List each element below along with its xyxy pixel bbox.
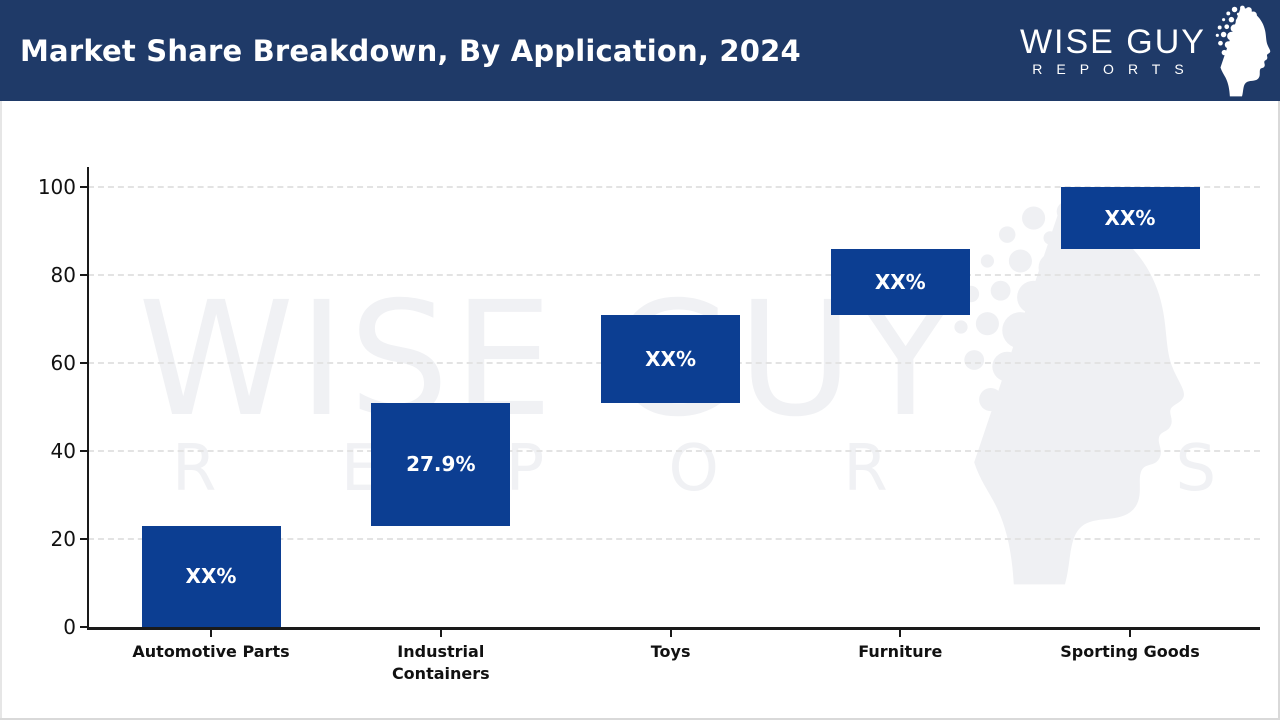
x-tick-label-sporting-goods: Sporting Goods xyxy=(1060,642,1200,661)
bar-sporting-goods: XX% xyxy=(1060,187,1200,250)
header: Market Share Breakdown, By Application, … xyxy=(0,0,1280,101)
x-tick-mark xyxy=(1129,630,1131,637)
x-tick-label-automotive-parts: Automotive Parts xyxy=(132,642,290,661)
page-edge-right xyxy=(1278,101,1280,720)
x-tick-label-toys: Toys xyxy=(650,642,691,661)
bar-furniture: XX% xyxy=(830,249,970,316)
logo-subtext: REPORTS xyxy=(1032,61,1198,77)
bar-industrial-containers: 27.9% xyxy=(371,403,511,526)
y-tick-label: 80 xyxy=(50,263,76,287)
y-gridline xyxy=(88,186,1260,188)
y-gridline xyxy=(88,538,1260,540)
y-gridline xyxy=(88,450,1260,452)
page-edge-bottom xyxy=(0,718,1280,720)
y-tick-label: 100 xyxy=(37,175,76,199)
logo-wordmark: WISE GUY xyxy=(1019,23,1206,61)
x-axis-line xyxy=(87,627,1260,630)
y-tick-label: 40 xyxy=(50,439,76,463)
page-edge-left xyxy=(0,101,2,720)
bar-toys: XX% xyxy=(601,315,741,404)
y-tick-mark xyxy=(80,626,88,628)
y-tick-mark xyxy=(80,274,88,276)
y-tick-mark xyxy=(80,538,88,540)
y-gridline xyxy=(88,274,1260,276)
x-tick-label-industrial-containers: Industrial Containers xyxy=(391,642,490,683)
x-tick-mark xyxy=(899,630,902,637)
y-tick-label: 60 xyxy=(50,351,76,375)
x-tick-label-furniture: Furniture xyxy=(858,642,943,661)
y-tick-mark xyxy=(80,362,88,364)
bar-value-label: XX% xyxy=(645,347,697,372)
bar-automotive-parts: XX% xyxy=(141,525,281,627)
watermark-wordmark: WISE GUY xyxy=(138,268,958,452)
page-title: Market Share Breakdown, By Application, … xyxy=(20,33,801,68)
y-tick-mark xyxy=(80,186,88,188)
y-tick-label: 0 xyxy=(63,615,76,639)
brand-logo: WISE GUY REPORTS xyxy=(1020,4,1280,98)
bar-value-label: XX% xyxy=(874,270,926,295)
x-tick-mark xyxy=(210,630,212,637)
bar-value-label: 27.9% xyxy=(406,452,476,477)
y-tick-label: 20 xyxy=(50,527,76,551)
bar-value-label: XX% xyxy=(1104,206,1156,231)
brand-logo-text: WISE GUY REPORTS xyxy=(1020,25,1206,76)
bar-value-label: XX% xyxy=(185,564,237,589)
x-tick-mark xyxy=(439,630,442,637)
y-axis-line xyxy=(87,167,89,627)
y-tick-mark xyxy=(80,450,88,452)
x-tick-mark xyxy=(669,630,672,637)
